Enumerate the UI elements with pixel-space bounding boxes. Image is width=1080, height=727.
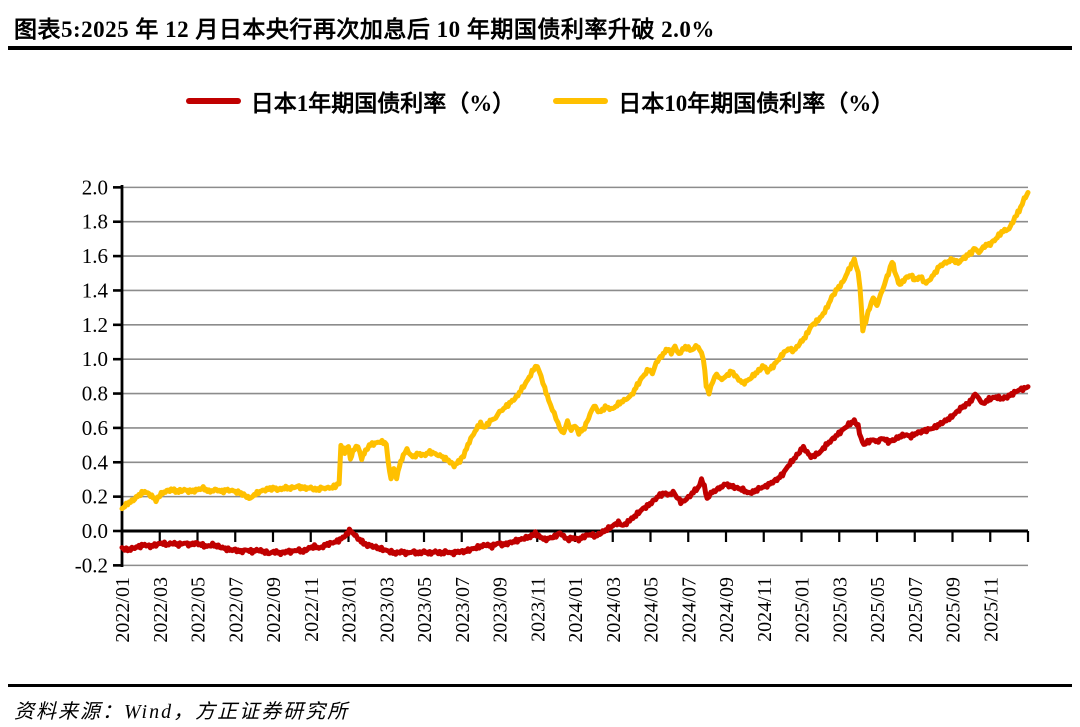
x-tick-label-2024/07: 2024/07 bbox=[678, 577, 700, 643]
chart-legend: 日本1年期国债利率（%） 日本10年期国债利率（%） bbox=[0, 84, 1080, 118]
x-tick-label-2023/07: 2023/07 bbox=[452, 577, 474, 643]
x-tick-label-2025/11: 2025/11 bbox=[980, 577, 1002, 642]
x-tick-label-2025/07: 2025/07 bbox=[905, 577, 927, 643]
x-tick-label-2024/09: 2024/09 bbox=[716, 577, 738, 643]
series-line-1y bbox=[119, 384, 1031, 558]
x-tick-label-2023/01: 2023/01 bbox=[339, 577, 361, 643]
x-tick-label-2024/11: 2024/11 bbox=[754, 577, 776, 642]
x-tick-label-2024/01: 2024/01 bbox=[565, 577, 587, 643]
x-tick-label-2025/09: 2025/09 bbox=[943, 577, 965, 643]
y-tick-label-2.0: 2.0 bbox=[82, 175, 108, 199]
y-tick-label-0.6: 0.6 bbox=[82, 416, 108, 440]
y-tick-label-0.4: 0.4 bbox=[82, 450, 109, 474]
x-tick-label-2022/07: 2022/07 bbox=[225, 577, 247, 643]
x-tick-label-2022/09: 2022/09 bbox=[263, 577, 285, 643]
x-tick-label-2023/09: 2023/09 bbox=[490, 577, 512, 643]
y-tick-label-0.8: 0.8 bbox=[82, 382, 108, 406]
x-tick-label-2023/11: 2023/11 bbox=[527, 577, 549, 642]
legend-label-10y: 日本10年期国债利率（%） bbox=[618, 91, 895, 116]
x-tick-label-2025/01: 2025/01 bbox=[792, 577, 814, 643]
figure-title: 图表5:2025 年 12 月日本央行再次加息后 10 年期国债利率升破 2.0… bbox=[14, 17, 715, 42]
y-tick-label-0.2: 0.2 bbox=[82, 485, 108, 509]
y-tick-label--0.2: -0.2 bbox=[75, 553, 108, 577]
legend-label-1y: 日本1年期国债利率（%） bbox=[250, 91, 516, 116]
x-tick-label-2022/05: 2022/05 bbox=[188, 577, 210, 643]
source-note: 资料来源：Wind，方正证券研究所 bbox=[14, 701, 350, 723]
y-tick-label-1.8: 1.8 bbox=[82, 210, 108, 234]
series-line-10y bbox=[119, 190, 1031, 512]
y-tick-label-1.0: 1.0 bbox=[82, 347, 108, 371]
x-tick-label-2023/03: 2023/03 bbox=[376, 577, 398, 643]
x-tick-label-2025/03: 2025/03 bbox=[829, 577, 851, 643]
title-divider-rule bbox=[8, 46, 1072, 50]
y-tick-label-1.4: 1.4 bbox=[82, 278, 109, 302]
footer-divider-rule bbox=[8, 684, 1072, 687]
y-tick-label-1.6: 1.6 bbox=[82, 244, 108, 268]
x-tick-label-2024/03: 2024/03 bbox=[603, 577, 625, 643]
y-tick-label-1.2: 1.2 bbox=[82, 313, 108, 337]
legend-item-10y: 日本10年期国债利率（%） bbox=[553, 84, 894, 118]
legend-item-1y: 日本1年期国债利率（%） bbox=[185, 84, 516, 118]
x-tick-label-2022/01: 2022/01 bbox=[112, 577, 134, 643]
x-tick-label-2023/05: 2023/05 bbox=[414, 577, 436, 643]
y-tick-label-0.0: 0.0 bbox=[82, 519, 108, 543]
legend-swatch-10y bbox=[553, 98, 609, 104]
x-tick-label-2025/05: 2025/05 bbox=[867, 577, 889, 643]
x-tick-label-2022/11: 2022/11 bbox=[301, 577, 323, 642]
x-tick-label-2022/03: 2022/03 bbox=[150, 577, 172, 643]
x-tick-label-2024/05: 2024/05 bbox=[641, 577, 663, 643]
legend-swatch-1y bbox=[185, 98, 241, 104]
